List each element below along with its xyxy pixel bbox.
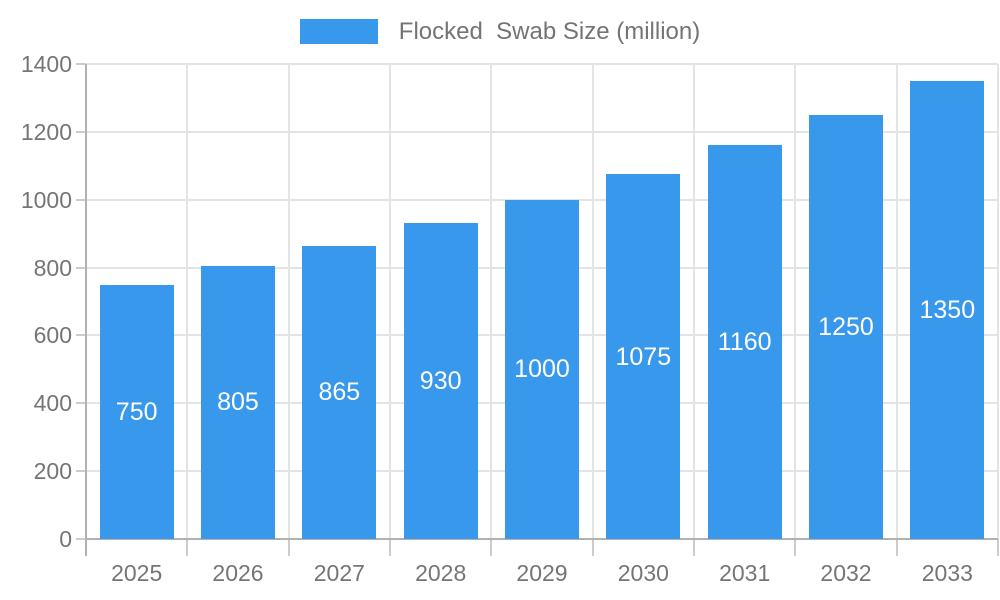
x-axis-tick xyxy=(895,539,898,556)
bar-2033[interactable] xyxy=(910,80,985,539)
bar-2031[interactable] xyxy=(707,145,782,539)
gridline-vertical xyxy=(389,64,391,539)
y-tick-label: 1200 xyxy=(20,118,72,145)
bar-2025[interactable] xyxy=(99,284,174,539)
y-axis-tick xyxy=(76,402,86,405)
y-axis-tick xyxy=(76,334,86,337)
y-tick-label: 600 xyxy=(33,322,72,349)
x-tick-label: 2025 xyxy=(111,560,163,586)
gridline-vertical xyxy=(287,64,290,539)
bar-value-label: 1075 xyxy=(615,342,672,371)
bar-2028[interactable] xyxy=(403,223,478,539)
x-tick-label: 2030 xyxy=(617,560,669,586)
y-axis-tick xyxy=(76,198,86,201)
gridline-horizontal xyxy=(86,63,998,65)
x-axis-tick xyxy=(287,539,290,556)
bar-value-label: 865 xyxy=(318,378,361,407)
x-axis-tick xyxy=(389,539,391,556)
gridline-vertical xyxy=(186,64,189,539)
x-axis-tick xyxy=(490,539,493,556)
gridline-horizontal xyxy=(86,130,998,133)
y-tick-label: 0 xyxy=(59,526,72,552)
x-tick-label: 2029 xyxy=(516,560,568,586)
y-tick-label: 200 xyxy=(33,458,72,485)
x-tick-label: 2026 xyxy=(212,560,264,586)
x-axis-tick xyxy=(997,539,999,556)
x-axis-line xyxy=(86,538,998,540)
gridline-vertical xyxy=(490,64,493,539)
gridline-vertical xyxy=(591,64,594,539)
gridline-vertical xyxy=(895,64,898,539)
bar-value-label: 1160 xyxy=(717,328,772,357)
legend-swatch xyxy=(299,19,378,44)
bar-value-label: 930 xyxy=(419,367,462,396)
x-tick-label: 2031 xyxy=(719,560,771,586)
bar-2026[interactable] xyxy=(201,265,275,539)
legend[interactable]: Flocked Swab Size (million) xyxy=(0,19,1000,44)
bar-2029[interactable] xyxy=(505,199,579,539)
bar-value-label: 1000 xyxy=(514,355,570,384)
y-tick-label: 800 xyxy=(33,254,72,281)
x-axis-tick xyxy=(693,539,695,556)
y-tick-label: 1000 xyxy=(20,186,72,213)
x-axis-tick xyxy=(186,539,189,556)
x-axis-tick xyxy=(591,539,594,556)
x-tick-label: 2033 xyxy=(921,560,973,586)
bar-value-label: 750 xyxy=(115,397,158,426)
bar-2030[interactable] xyxy=(606,174,681,539)
y-axis-line xyxy=(85,64,87,539)
y-tick-label: 400 xyxy=(33,390,72,417)
y-tick-label: 1400 xyxy=(20,51,72,77)
x-tick-label: 2032 xyxy=(820,560,872,586)
gridline-vertical xyxy=(693,64,695,539)
bar-2032[interactable] xyxy=(809,114,883,539)
x-tick-label: 2028 xyxy=(415,560,467,586)
x-tick-label: 2027 xyxy=(313,560,365,586)
y-axis-tick xyxy=(76,266,86,269)
y-axis-tick xyxy=(76,538,86,540)
x-axis-tick xyxy=(85,539,87,556)
bar-2027[interactable] xyxy=(302,245,377,539)
y-axis-tick xyxy=(76,130,86,133)
bar-value-label: 1350 xyxy=(919,295,976,324)
x-axis-tick xyxy=(794,539,797,556)
legend-label: Flocked Swab Size (million) xyxy=(398,18,701,45)
bar-value-label: 1250 xyxy=(818,312,874,341)
gridline-vertical xyxy=(794,64,797,539)
y-axis-tick xyxy=(76,63,86,65)
bar-value-label: 805 xyxy=(217,388,259,417)
gridline-vertical xyxy=(997,64,999,539)
y-axis-tick xyxy=(76,470,86,473)
